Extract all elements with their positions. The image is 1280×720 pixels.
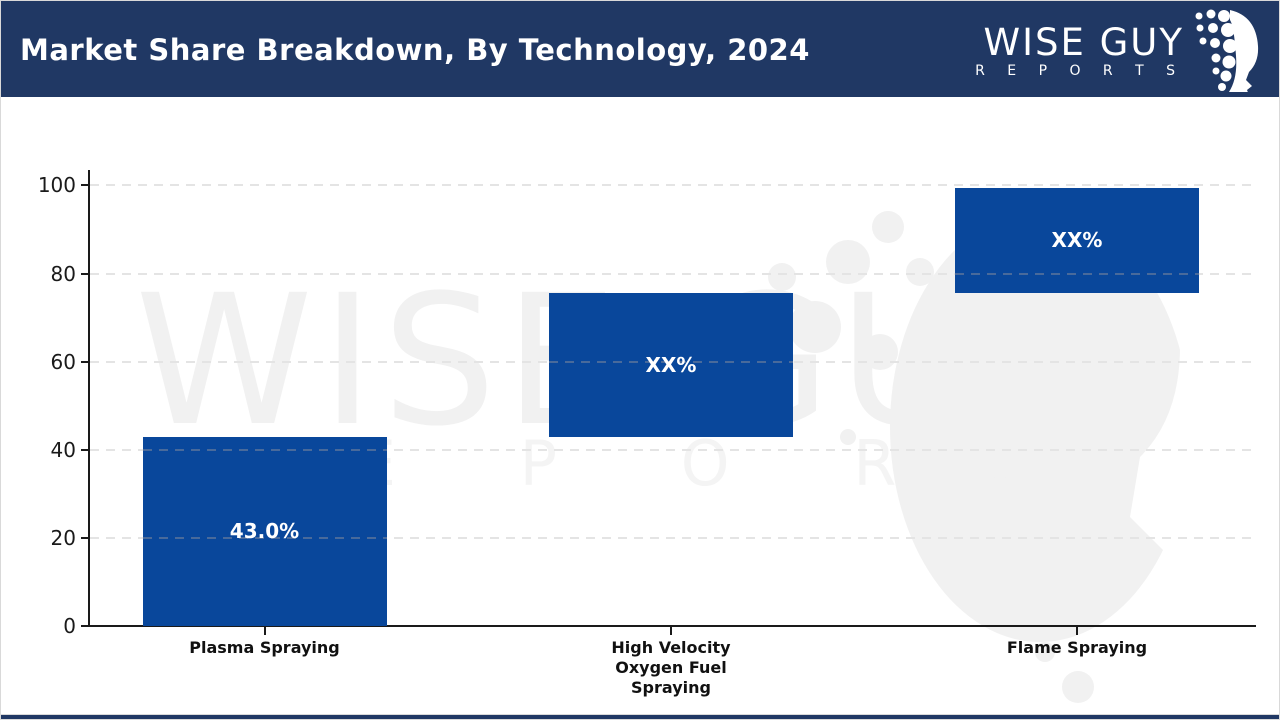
x-axis-line [88, 625, 1256, 627]
gridline-over-bar-60 [549, 360, 793, 363]
gridline-over-bar-80 [955, 272, 1199, 275]
bar-value-label-0: 43.0% [229, 519, 300, 544]
x-category-label-line: High Velocity [611, 638, 731, 657]
x-category-label-0: Plasma Spraying [135, 638, 395, 658]
gridline-over-bar-20 [142, 536, 387, 539]
chart-title: Market Share Breakdown, By Technology, 2… [20, 33, 810, 67]
y-tick-label-0: 0 [63, 614, 76, 638]
y-tick-label-100: 100 [37, 173, 76, 198]
logo-head-icon [1195, 9, 1259, 92]
gridline-100 [90, 184, 1255, 187]
bar-value-label-1: XX% [645, 352, 697, 377]
y-tick-mark-80 [81, 272, 89, 275]
y-tick-mark-20 [81, 536, 89, 539]
y-tick-mark-60 [81, 360, 89, 363]
bar-segment-2 [955, 187, 1199, 294]
x-category-label-line: Oxygen Fuel [615, 658, 727, 677]
y-tick-mark-40 [81, 448, 89, 451]
y-tick-label-20: 20 [50, 525, 76, 550]
y-tick-mark-100 [81, 184, 89, 187]
footer-bar [0, 715, 1280, 720]
footer-hairline [0, 714, 1280, 715]
bar-value-label-2: XX% [1051, 228, 1103, 253]
x-tick-mark-1 [670, 627, 672, 635]
logo-wiseguy-label: WISE GUY [983, 21, 1184, 64]
gridline-40 [90, 448, 1255, 451]
y-tick-label-40: 40 [50, 437, 76, 462]
logo-reports-label: R E P O R T S [975, 63, 1184, 79]
gridline-20 [90, 536, 1255, 539]
x-category-label-line: Spraying [631, 678, 711, 697]
gridline-over-bar-40 [142, 448, 387, 451]
x-category-label-line: Flame Spraying [1006, 638, 1148, 657]
y-tick-label-60: 60 [50, 349, 76, 374]
x-category-label-1: High Velocity Oxygen Fuel Spraying [541, 638, 801, 698]
y-tick-label-80: 80 [50, 261, 76, 286]
logo-text: WISE GUY R E P O R T S [975, 24, 1184, 80]
x-tick-mark-2 [1076, 627, 1078, 635]
header-banner: Market Share Breakdown, By Technology, 2… [0, 0, 1280, 97]
wiseguy-logo: WISE GUY R E P O R T S [975, 6, 1262, 92]
gridline-80 [90, 272, 1255, 275]
y-tick-mark-0 [81, 625, 89, 627]
bar-segment-1 [549, 293, 793, 437]
x-category-label-line: Plasma Spraying [189, 638, 340, 657]
bar-segment-0 [142, 436, 387, 626]
x-category-label-2: Flame Spraying [947, 638, 1207, 658]
x-tick-mark-0 [263, 627, 266, 635]
y-axis-line [88, 170, 90, 627]
